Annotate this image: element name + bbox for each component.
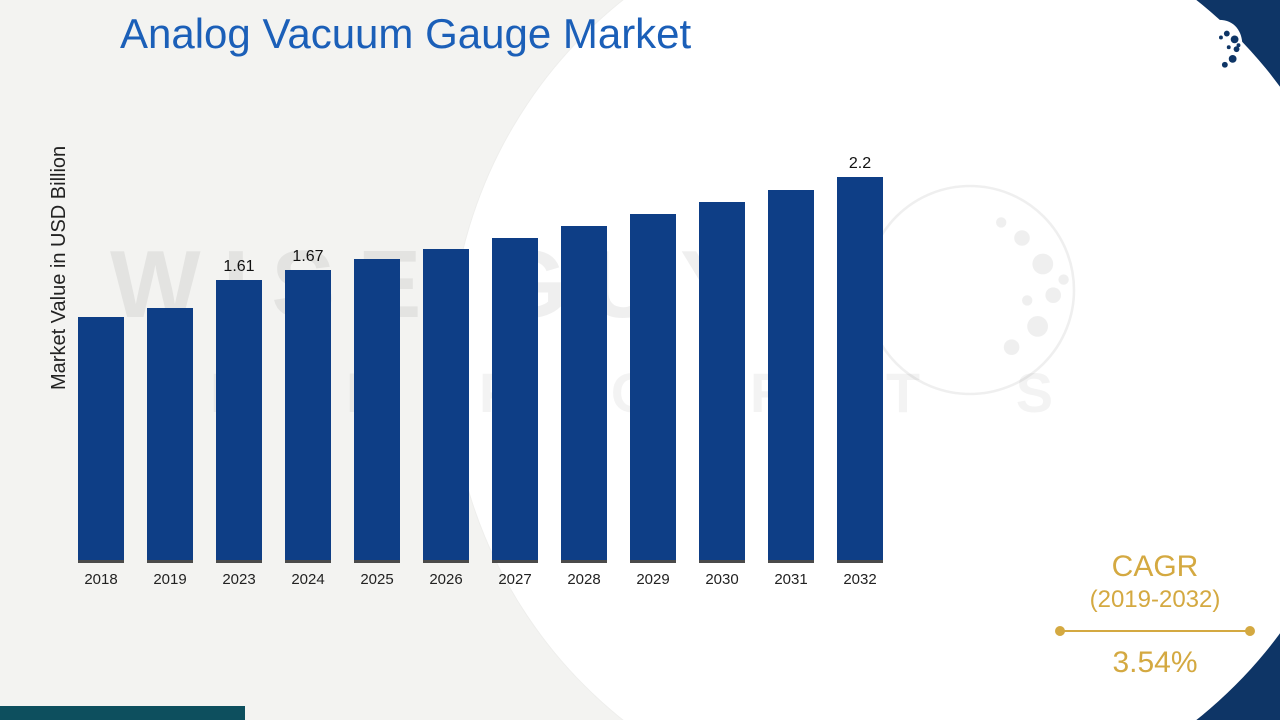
chart-bar-baseline [768,560,814,563]
x-tick-label: 2029 [636,571,669,588]
x-tick-label: 2032 [843,571,876,588]
x-tick-label: 2027 [498,571,531,588]
chart-bar [423,249,469,560]
x-tick-label: 2023 [222,571,255,588]
chart-bar-baseline [492,560,538,563]
bar-value-label: 1.61 [223,258,254,276]
bar-value-label: 2.2 [849,155,871,173]
brand-logo: WISE GUY R E P O R T S [990,20,1250,140]
x-tick-label: 2019 [153,571,186,588]
chart-bar-baseline [147,560,193,563]
cagr-value: 3.54% [1030,646,1280,680]
bar-chart: 2018 2019 2023 1.61 2024 1.67 2025 2026 2027 2028… [78,160,908,590]
cagr-block: CAGR (2019-2032) 3.54% [1030,550,1280,680]
cagr-divider [1060,630,1250,632]
chart-bar [285,270,331,560]
bar-value-label: 1.67 [292,248,323,266]
chart-bar [630,214,676,560]
chart-bar [147,308,193,560]
footer-accent-bar [0,706,245,720]
chart-bar-baseline [837,560,883,563]
brand-name: WISE GUY [990,20,1194,58]
chart-bar [492,238,538,560]
chart-bar [768,190,814,560]
x-tick-label: 2030 [705,571,738,588]
chart-bar-baseline [216,560,262,563]
x-tick-label: 2028 [567,571,600,588]
chart-bar-baseline [354,560,400,563]
chart-bar [78,317,124,560]
chart-bar [216,280,262,560]
chart-bar [354,259,400,560]
x-tick-label: 2026 [429,571,462,588]
chart-bar-baseline [699,560,745,563]
chart-bar-baseline [423,560,469,563]
cagr-label: CAGR [1030,550,1280,584]
chart-title: Analog Vacuum Gauge Market [120,10,691,58]
chart-bar-baseline [285,560,331,563]
chart-bar-baseline [630,560,676,563]
brand-head-icon [1188,16,1250,94]
chart-bar-baseline [561,560,607,563]
chart-bar [561,226,607,560]
brand-tagline: R E P O R T S [990,60,1144,129]
x-tick-label: 2024 [291,571,324,588]
chart-bar [699,202,745,560]
x-tick-label: 2031 [774,571,807,588]
x-tick-label: 2025 [360,571,393,588]
x-tick-label: 2018 [84,571,117,588]
y-axis-label: Market Value in USD Billion [48,146,71,390]
chart-bar-baseline [78,560,124,563]
chart-bar [837,177,883,560]
cagr-range: (2019-2032) [1030,586,1280,614]
